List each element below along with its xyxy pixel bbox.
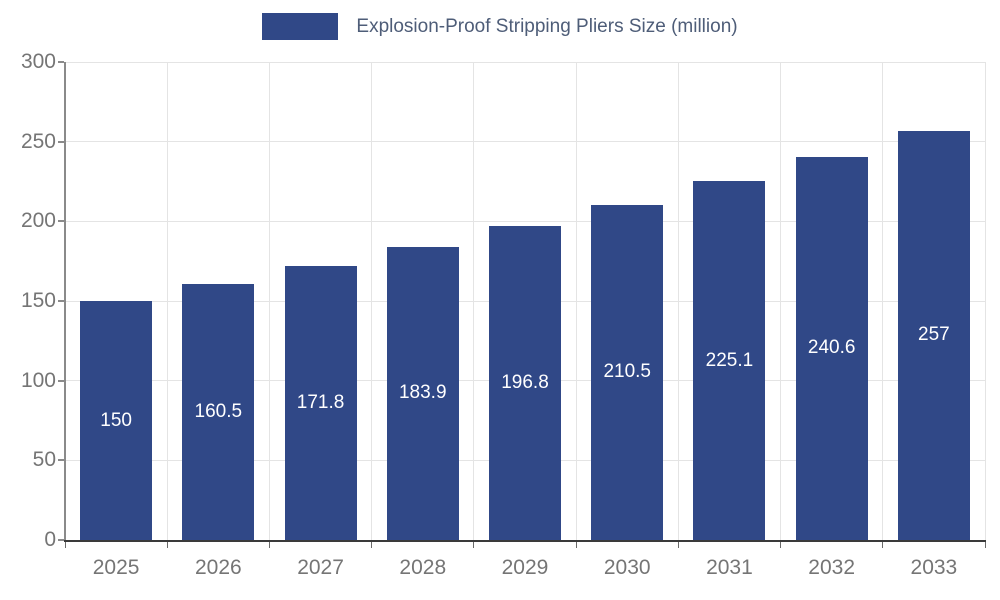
y-axis-tick bbox=[58, 379, 64, 382]
x-tick-label: 2033 bbox=[910, 556, 958, 579]
h-gridline bbox=[65, 220, 985, 222]
y-tick-label: 300 bbox=[20, 50, 56, 73]
x-tick-label: 2026 bbox=[194, 556, 242, 579]
x-axis-tick bbox=[268, 542, 270, 548]
y-tick-label: 50 bbox=[32, 448, 56, 472]
bar[interactable]: 240.6 bbox=[795, 156, 868, 540]
x-tick-label: 2027 bbox=[297, 556, 344, 579]
v-gridline bbox=[984, 62, 986, 540]
x-tick-label: 2025 bbox=[92, 556, 140, 579]
x-axis-tick bbox=[473, 542, 475, 548]
v-gridline bbox=[575, 62, 577, 540]
bar-value-label: 150 bbox=[100, 409, 132, 431]
x-axis-tick bbox=[882, 542, 884, 548]
y-tick-label: 100 bbox=[20, 368, 56, 392]
bar[interactable]: 183.9 bbox=[386, 246, 459, 540]
bar[interactable]: 150 bbox=[80, 301, 153, 540]
bar-value-label: 196.8 bbox=[501, 372, 549, 394]
v-gridline bbox=[473, 62, 475, 540]
y-tick-label: 0 bbox=[44, 528, 56, 551]
h-gridline bbox=[65, 61, 985, 63]
bar[interactable]: 225.1 bbox=[693, 181, 766, 540]
y-tick-label: 200 bbox=[20, 209, 56, 233]
y-axis-tick bbox=[58, 140, 64, 143]
h-gridline bbox=[65, 141, 985, 143]
legend-swatch bbox=[262, 13, 339, 40]
x-axis-tick bbox=[166, 542, 168, 548]
bar-value-label: 171.8 bbox=[296, 392, 345, 414]
x-axis-tick bbox=[371, 542, 373, 548]
x-axis-tick bbox=[780, 542, 782, 548]
x-axis-tick bbox=[984, 542, 986, 548]
bar-value-label: 257 bbox=[918, 324, 950, 346]
legend[interactable]: Explosion-Proof Stripping Pliers Size (m… bbox=[0, 13, 1000, 40]
bar-value-label: 225.1 bbox=[705, 349, 754, 371]
v-gridline bbox=[371, 62, 373, 540]
bar-value-label: 183.9 bbox=[398, 382, 447, 404]
bar-value-label: 210.5 bbox=[603, 361, 651, 383]
y-axis-tick bbox=[58, 459, 64, 462]
bar[interactable]: 210.5 bbox=[591, 204, 664, 540]
y-axis-line bbox=[64, 62, 66, 540]
bar-value-label: 160.5 bbox=[194, 401, 243, 423]
x-axis-line bbox=[64, 540, 986, 542]
v-gridline bbox=[166, 62, 168, 540]
bar[interactable]: 171.8 bbox=[284, 266, 357, 540]
legend-label: Explosion-Proof Stripping Pliers Size (m… bbox=[356, 15, 738, 37]
x-tick-label: 2028 bbox=[399, 556, 447, 579]
bar[interactable]: 257 bbox=[897, 130, 970, 540]
y-axis-tick bbox=[58, 539, 64, 541]
x-tick-label: 2029 bbox=[501, 556, 549, 579]
x-tick-label: 2031 bbox=[706, 556, 753, 579]
x-tick-label: 2030 bbox=[603, 556, 651, 579]
bar[interactable]: 160.5 bbox=[182, 284, 255, 540]
x-axis-tick bbox=[677, 542, 679, 548]
v-gridline bbox=[882, 62, 884, 540]
y-axis-tick bbox=[58, 300, 64, 302]
x-axis-tick bbox=[575, 542, 577, 548]
v-gridline bbox=[268, 62, 270, 540]
bar-value-label: 240.6 bbox=[807, 337, 856, 359]
x-axis-tick bbox=[64, 542, 66, 548]
y-tick-label: 150 bbox=[20, 289, 56, 312]
bar[interactable]: 196.8 bbox=[489, 226, 561, 540]
x-tick-label: 2032 bbox=[808, 556, 856, 579]
y-axis-tick bbox=[58, 61, 64, 63]
y-tick-label: 250 bbox=[20, 129, 56, 153]
y-axis-tick bbox=[58, 220, 64, 223]
v-gridline bbox=[677, 62, 679, 540]
v-gridline bbox=[780, 62, 782, 540]
